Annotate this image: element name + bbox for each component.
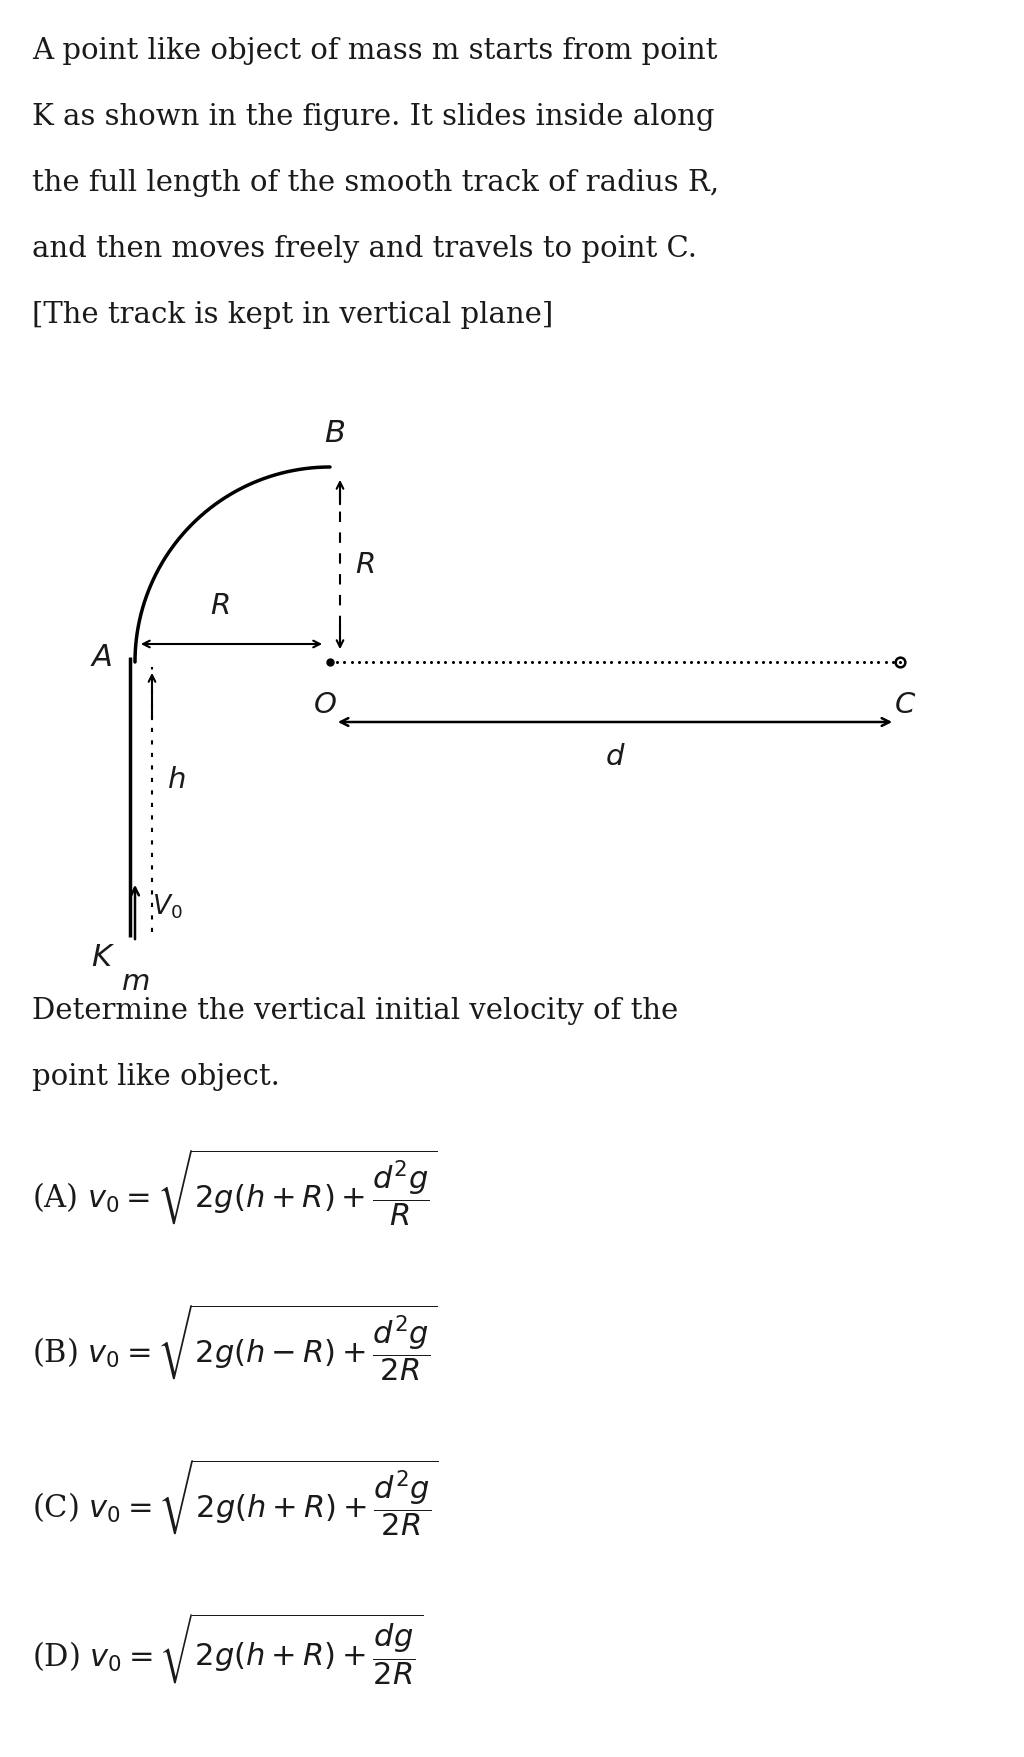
Text: $A$: $A$ bbox=[90, 641, 112, 673]
Text: (C) $v_0 = \sqrt{2g(h + R) + \dfrac{d^{2}g}{2R}}$: (C) $v_0 = \sqrt{2g(h + R) + \dfrac{d^{2… bbox=[32, 1457, 438, 1537]
Text: K as shown in the figure. It slides inside along: K as shown in the figure. It slides insi… bbox=[32, 104, 715, 132]
Text: A point like object of mass m starts from point: A point like object of mass m starts fro… bbox=[32, 37, 718, 65]
Text: [The track is kept in vertical plane]: [The track is kept in vertical plane] bbox=[32, 300, 553, 329]
Text: $B$: $B$ bbox=[325, 418, 345, 450]
Text: $m$: $m$ bbox=[121, 966, 150, 996]
Text: $R$: $R$ bbox=[355, 550, 375, 580]
Text: Determine the vertical initial velocity of the: Determine the vertical initial velocity … bbox=[32, 996, 678, 1024]
Text: $O$: $O$ bbox=[313, 691, 337, 719]
Text: $d$: $d$ bbox=[605, 741, 626, 771]
Text: (A) $v_0 = \sqrt{2g(h + R) + \dfrac{d^{2}g}{R}}$: (A) $v_0 = \sqrt{2g(h + R) + \dfrac{d^{2… bbox=[32, 1147, 437, 1228]
Text: (D) $v_0 = \sqrt{2g(h + R) + \dfrac{dg}{2R}}$: (D) $v_0 = \sqrt{2g(h + R) + \dfrac{dg}{… bbox=[32, 1611, 423, 1687]
Text: point like object.: point like object. bbox=[32, 1063, 280, 1091]
Text: $K$: $K$ bbox=[91, 942, 115, 973]
Text: (B) $v_0 = \sqrt{2g(h - R) + \dfrac{d^{2}g}{2R}}$: (B) $v_0 = \sqrt{2g(h - R) + \dfrac{d^{2… bbox=[32, 1302, 438, 1383]
Text: the full length of the smooth track of radius R,: the full length of the smooth track of r… bbox=[32, 169, 719, 197]
Text: $C$: $C$ bbox=[894, 691, 916, 719]
Text: $h$: $h$ bbox=[167, 764, 185, 794]
Text: $R$: $R$ bbox=[210, 590, 229, 620]
Text: and then moves freely and travels to point C.: and then moves freely and travels to poi… bbox=[32, 235, 697, 264]
Text: $V_0$: $V_0$ bbox=[152, 893, 182, 921]
